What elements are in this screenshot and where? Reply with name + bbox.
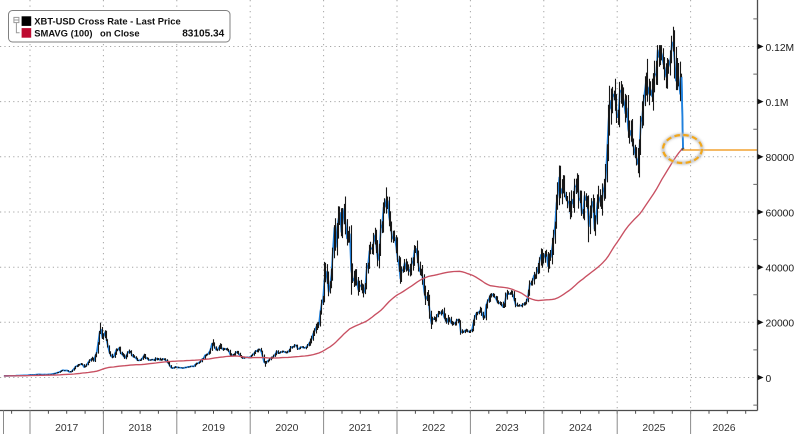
svg-text:60000: 60000: [766, 208, 795, 219]
svg-text:83105.34: 83105.34: [182, 28, 224, 39]
svg-text:40000: 40000: [766, 264, 795, 275]
svg-text:80000: 80000: [766, 153, 795, 164]
svg-text:2019: 2019: [202, 423, 225, 434]
svg-text:20000: 20000: [766, 319, 795, 330]
svg-text:2022: 2022: [422, 423, 445, 434]
svg-text:2020: 2020: [275, 423, 298, 434]
svg-text:2017: 2017: [55, 423, 78, 434]
svg-text:2021: 2021: [349, 423, 372, 434]
svg-text:0.1M: 0.1M: [766, 98, 789, 109]
svg-text:2018: 2018: [129, 423, 152, 434]
svg-text:SMAVG (100): SMAVG (100): [34, 27, 92, 38]
svg-text:2025: 2025: [642, 423, 665, 434]
svg-text:0: 0: [766, 374, 772, 385]
svg-text:2024: 2024: [569, 423, 592, 434]
svg-text:2023: 2023: [496, 423, 519, 434]
svg-text:0.12M: 0.12M: [766, 43, 795, 54]
svg-text:2026: 2026: [712, 423, 735, 434]
svg-text:on Close: on Close: [100, 27, 140, 38]
svg-text:XBT-USD Cross Rate - Last Pric: XBT-USD Cross Rate - Last Price: [34, 15, 180, 26]
